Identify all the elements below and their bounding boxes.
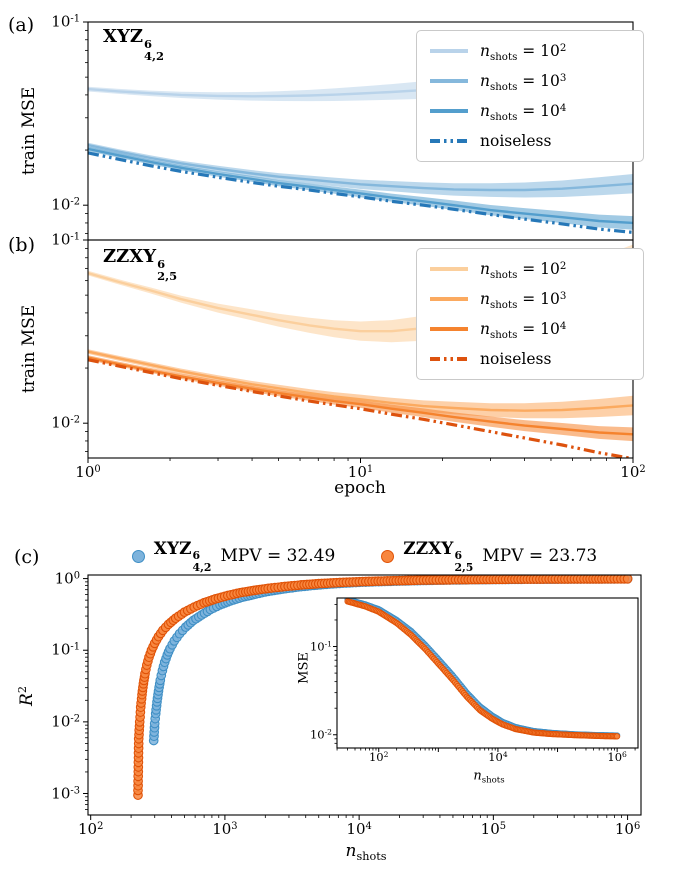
scatter-marker-swatch <box>131 549 145 563</box>
scatter-marker-swatch <box>381 549 395 563</box>
line-swatch <box>430 139 468 143</box>
panel-c-ylabel: R2 <box>16 686 37 706</box>
y-tick-label: 10-1 <box>51 230 80 249</box>
circle-shape <box>613 733 621 740</box>
x-tick-label: 106 <box>607 750 627 764</box>
x-tick-label: 102 <box>77 820 104 838</box>
line-swatch <box>430 267 468 271</box>
legend-item: nshots = 104 <box>430 320 630 341</box>
series-line-nshots-1e4 <box>88 147 633 225</box>
legend-panel-b: nshots = 102 nshots = 103 nshots = 104 n… <box>416 248 644 380</box>
mpv-value: MPV = 32.49 <box>220 546 336 567</box>
legend-item: ZZXY 6 2,5 MPV = 23.73 <box>381 539 597 573</box>
panel-b-ylabel: train MSE <box>19 304 39 394</box>
legend-item: nshots = 102 <box>430 42 630 63</box>
legend-label: nshots = 103 <box>480 290 567 311</box>
line-swatch <box>430 49 468 53</box>
panel-c-series <box>133 575 633 800</box>
panel-label-a: (a) <box>8 14 35 36</box>
y-tick-label: 10-2 <box>51 712 80 731</box>
x-tick-label: 102 <box>620 463 646 481</box>
legend-item: nshots = 102 <box>430 260 630 281</box>
y-tick-label: 10-1 <box>309 638 332 653</box>
legend-label: ZZXY 6 2,5 <box>403 539 474 574</box>
panel-a-ylabel: train MSE <box>19 86 39 176</box>
y-tick-label: 100 <box>54 569 80 588</box>
legend-item: noiseless <box>430 350 630 368</box>
y-tick-label: 10-2 <box>51 413 80 432</box>
series-line-nshots-1e4 <box>88 356 633 436</box>
series-band-nshots-1e3 <box>88 349 633 419</box>
line-swatch <box>430 357 468 361</box>
inset-scatter-zzxy <box>344 598 621 740</box>
legend-item: noiseless <box>430 132 630 150</box>
panel-c-xlabel: nshots <box>345 841 387 863</box>
x-tick-label: 101 <box>347 463 374 481</box>
series-line-noiseless <box>88 151 633 234</box>
legend-panel-a: nshots = 102 nshots = 103 nshots = 104 n… <box>416 30 644 162</box>
circle-shape <box>622 575 633 584</box>
x-tick-label: 102 <box>368 750 389 764</box>
panel-label-c: (c) <box>14 546 40 568</box>
legend-item: nshots = 103 <box>430 290 630 311</box>
inset-series <box>344 598 621 740</box>
legend-label: nshots = 102 <box>480 42 567 63</box>
x-tick-label: 106 <box>614 820 641 838</box>
legend-label: nshots = 104 <box>480 320 567 341</box>
x-tick-label: 104 <box>346 820 372 838</box>
y-tick-label: 10-3 <box>51 784 80 802</box>
scatter-zzxy <box>133 575 633 800</box>
y-tick-label: 10-2 <box>309 727 332 741</box>
series-line-noiseless <box>88 358 633 458</box>
series-line-nshots-1e3 <box>88 350 633 412</box>
legend-item: XYZ 6 4,2 MPV = 32.49 <box>131 539 336 574</box>
legend-item: nshots = 104 <box>430 102 630 123</box>
series-band-nshots-1e4 <box>88 146 633 230</box>
inset-ylabel: MSE <box>296 652 312 684</box>
panel-b-title: ZZXY 6 2,5 <box>103 246 178 283</box>
x-tick-label: 104 <box>488 750 508 764</box>
x-tick-label: 103 <box>212 820 238 838</box>
inset-background <box>337 598 638 748</box>
series-band-nshots-1e4 <box>88 355 633 442</box>
y-tick-label: 10-2 <box>51 195 80 214</box>
series-line-nshots-1e3 <box>88 143 633 192</box>
inset-xlabel: nshots <box>473 768 505 786</box>
epoch-xlabel: epoch <box>334 478 386 498</box>
legend-item: nshots = 103 <box>430 72 630 93</box>
y-tick-label: 10-1 <box>51 640 80 659</box>
legend-label: nshots = 102 <box>480 260 567 281</box>
x-tick-label: 105 <box>480 820 507 838</box>
legend-label: noiseless <box>480 132 552 150</box>
panel-label-b: (b) <box>8 234 35 256</box>
legend-label: nshots = 104 <box>480 102 567 123</box>
series-band-nshots-1e3 <box>88 142 633 198</box>
line-swatch <box>430 297 468 301</box>
legend-label: XYZ 6 4,2 <box>153 539 212 574</box>
x-tick-label: 100 <box>75 463 101 481</box>
line-swatch <box>430 327 468 331</box>
y-tick-label: 10-1 <box>51 12 80 31</box>
line-swatch <box>430 109 468 113</box>
line-swatch <box>430 79 468 83</box>
panel-a-title: XYZ 6 4,2 <box>103 26 165 63</box>
legend-panel-c: XYZ 6 4,2 MPV = 32.49 ZZXY 6 2,5 MPV = 23.73 <box>88 539 641 573</box>
panel-c-frame <box>87 574 642 816</box>
legend-label: noiseless <box>480 350 552 368</box>
legend-label: nshots = 103 <box>480 72 567 93</box>
mpv-value: MPV = 23.73 <box>482 546 598 567</box>
